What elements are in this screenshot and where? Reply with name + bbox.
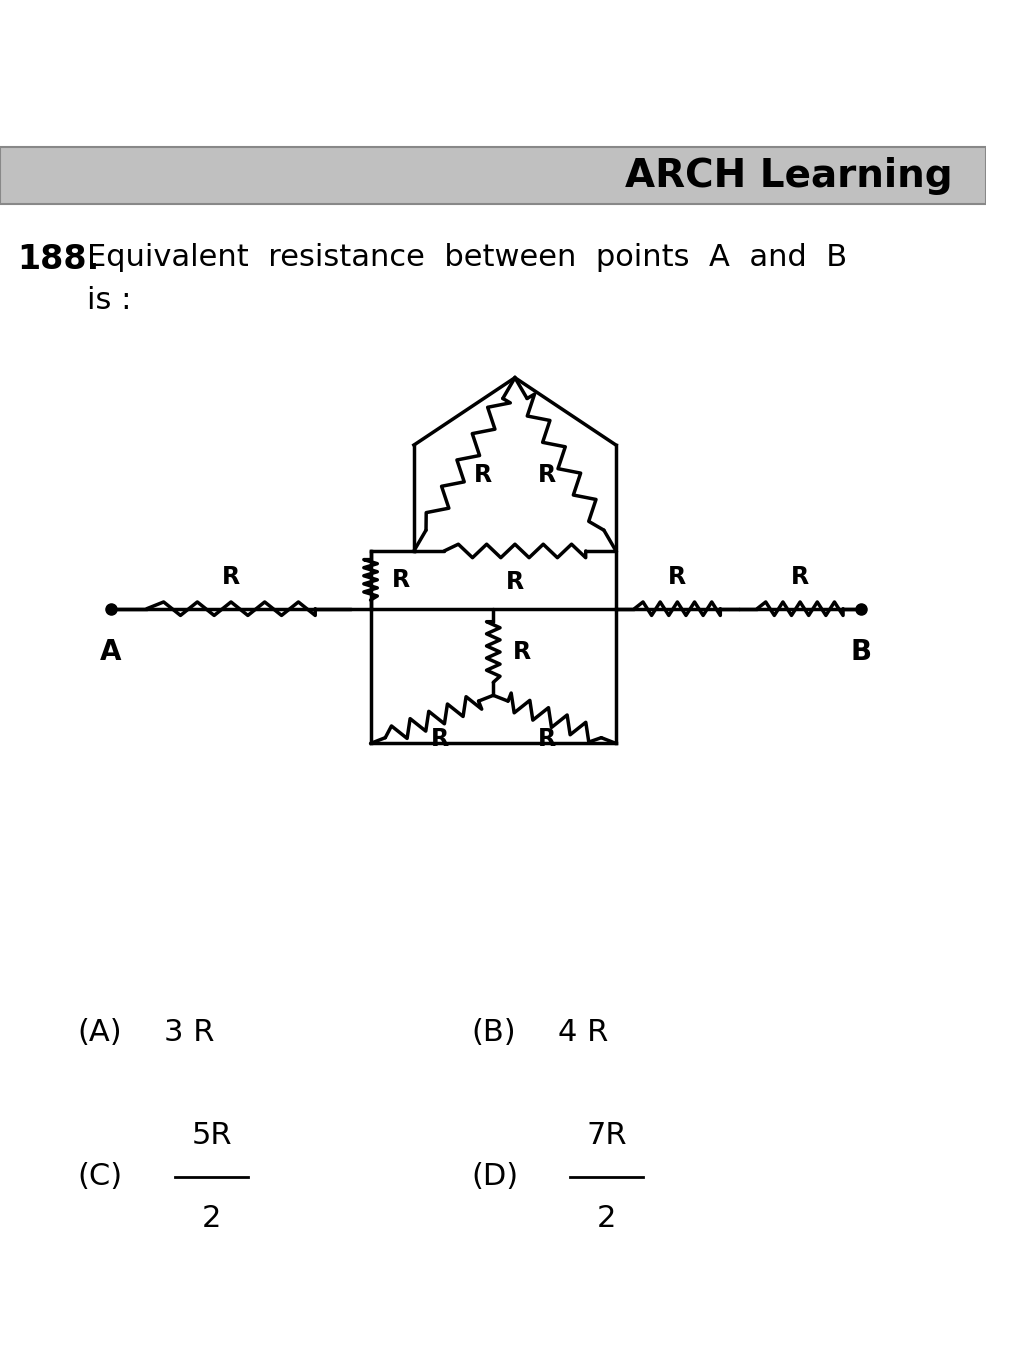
- Text: 4 R: 4 R: [558, 1018, 608, 1047]
- Text: 2: 2: [597, 1204, 616, 1233]
- Text: (A): (A): [77, 1018, 122, 1047]
- Text: R: R: [392, 568, 410, 591]
- Text: R: R: [669, 565, 686, 590]
- Text: 7R: 7R: [586, 1120, 627, 1150]
- Text: R: R: [506, 571, 524, 594]
- Text: ARCH Learning: ARCH Learning: [626, 156, 953, 194]
- Text: R: R: [539, 462, 556, 487]
- Text: A: A: [100, 637, 122, 666]
- Text: R: R: [513, 640, 530, 664]
- Text: is :: is :: [87, 286, 131, 315]
- Text: B: B: [851, 637, 872, 666]
- Bar: [0, 146, 986, 205]
- Text: R: R: [538, 727, 556, 751]
- Text: 3 R: 3 R: [164, 1018, 214, 1047]
- Text: 188.: 188.: [17, 243, 99, 275]
- Text: (B): (B): [472, 1018, 516, 1047]
- Text: (D): (D): [472, 1162, 519, 1191]
- Text: R: R: [474, 462, 492, 487]
- Text: 5R: 5R: [191, 1120, 232, 1150]
- Text: 2: 2: [202, 1204, 221, 1233]
- Text: R: R: [222, 565, 240, 590]
- Text: Equivalent  resistance  between  points  A  and  B: Equivalent resistance between points A a…: [87, 243, 847, 273]
- Text: (C): (C): [77, 1162, 122, 1191]
- Text: R: R: [431, 727, 449, 751]
- Text: R: R: [791, 565, 809, 590]
